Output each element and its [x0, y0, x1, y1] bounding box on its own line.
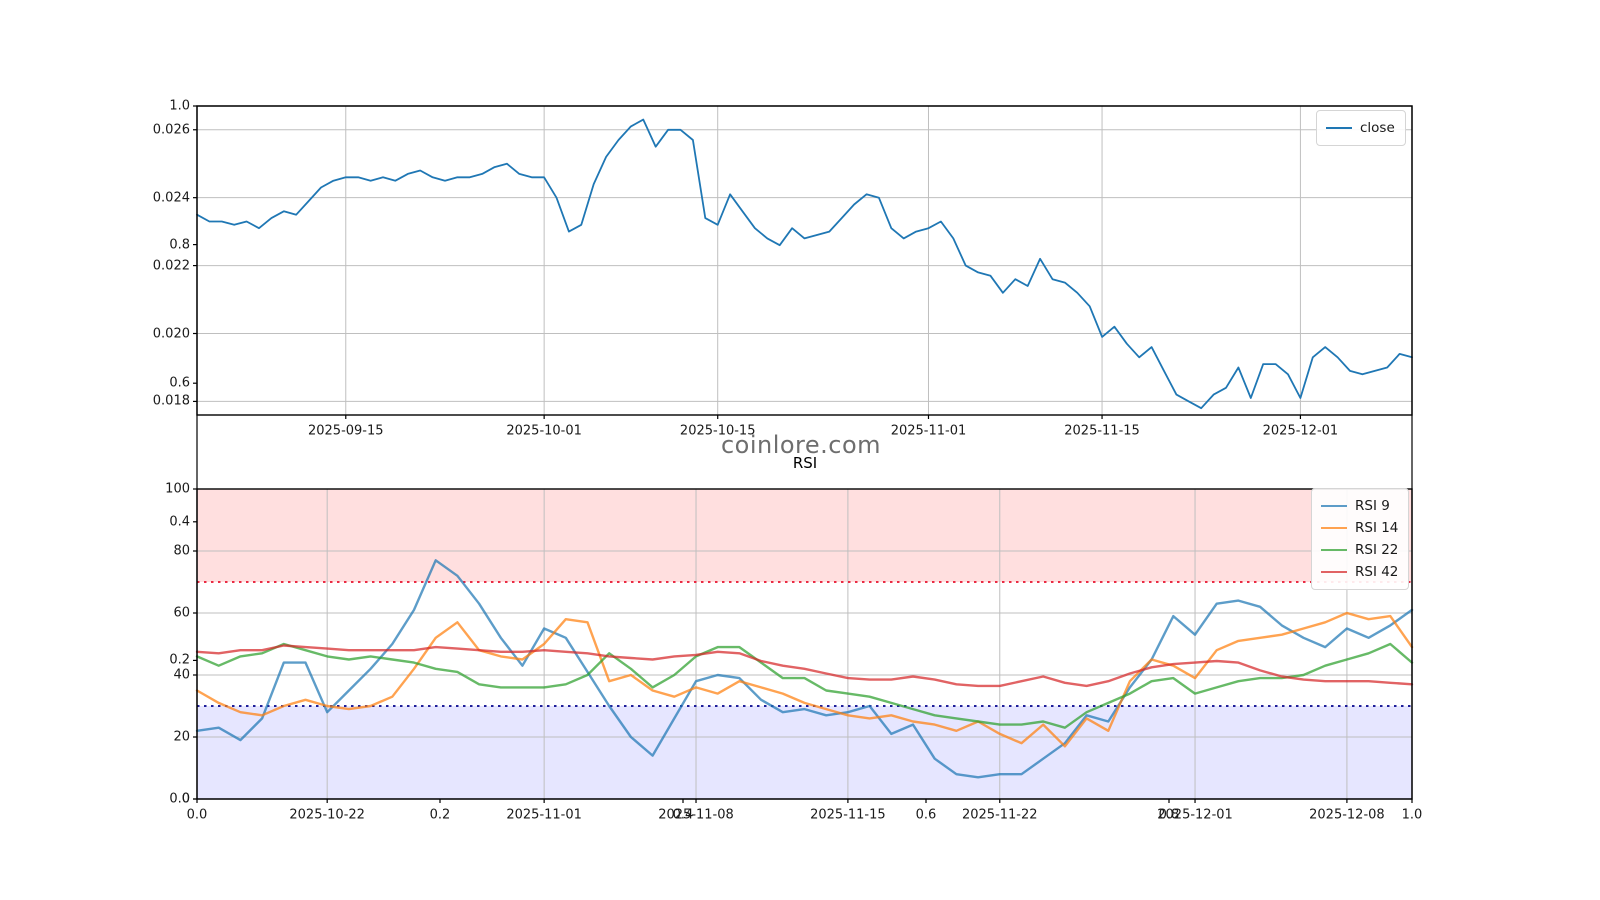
legend-rsi: RSI 9 RSI 14 RSI 22 RSI 42 — [1311, 488, 1410, 590]
legend-label: RSI 9 — [1355, 498, 1390, 514]
tick-label: 2025-12-01 — [1157, 807, 1233, 823]
rsi42-line-sample-icon — [1321, 571, 1347, 573]
rsi14-line-sample-icon — [1321, 527, 1347, 529]
tick-label: 0.4 — [169, 514, 190, 530]
tick-label: 2025-09-15 — [307, 423, 384, 439]
tick-label: 0.0 — [186, 807, 208, 823]
rsi-chart-title: RSI — [792, 454, 818, 472]
tick-label: 80 — [173, 543, 190, 559]
legend-label: RSI 42 — [1355, 564, 1399, 580]
tick-label: 0.2 — [429, 807, 451, 823]
tick-label: 60 — [173, 605, 190, 621]
tick-label: 0.022 — [152, 258, 190, 274]
tick-label: 2025-11-01 — [506, 807, 582, 823]
watermark: coinlore.com — [720, 431, 882, 459]
tick-label: 40 — [173, 667, 190, 683]
tick-label: 0.020 — [152, 326, 190, 341]
tick-label: 2025-12-01 — [1262, 423, 1339, 439]
legend-entry-close: close — [1326, 117, 1395, 139]
tick-label: 0.018 — [152, 393, 190, 409]
legend-entry-rsi14: RSI 14 — [1321, 517, 1398, 539]
tick-label: 2025-11-15 — [1064, 423, 1140, 439]
close-line-sample-icon — [1326, 127, 1352, 129]
tick-label: 1.0 — [169, 98, 190, 114]
rsi22-line-sample-icon — [1321, 549, 1347, 551]
tick-label: 0.2 — [169, 652, 190, 668]
tick-label: 20 — [173, 729, 190, 745]
tick-label: 2025-11-15 — [810, 807, 886, 823]
legend-label: RSI 22 — [1355, 542, 1399, 558]
tick-label: 0 — [181, 791, 190, 807]
tick-label: 2025-12-08 — [1309, 807, 1385, 823]
tick-label: 0.6 — [169, 375, 190, 391]
legend-close: close — [1316, 110, 1406, 146]
legend-label: RSI 14 — [1355, 520, 1399, 536]
tick-label: 2025-11-22 — [961, 807, 1038, 823]
legend-entry-rsi42: RSI 42 — [1321, 561, 1398, 583]
tick-label: 0.8 — [1158, 807, 1180, 823]
tick-label: 1.0 — [1401, 807, 1423, 823]
tick-label: 2025-10-22 — [289, 807, 365, 823]
tick-label: 0.6 — [915, 807, 937, 823]
tick-label: 0.0 — [169, 791, 190, 807]
legend-entry-rsi22: RSI 22 — [1321, 539, 1398, 561]
tick-label: 2025-11-08 — [658, 807, 734, 823]
legend-label: close — [1360, 120, 1395, 136]
tick-label: 0.024 — [152, 190, 190, 206]
tick-label: 0.8 — [169, 237, 190, 253]
tick-label: 100 — [165, 481, 190, 497]
tick-label: 2025-11-01 — [890, 423, 967, 439]
tick-label: 0.4 — [672, 807, 694, 823]
tick-label: 2025-10-15 — [679, 423, 756, 439]
legend-entry-rsi9: RSI 9 — [1321, 495, 1398, 517]
tick-label: 2025-10-01 — [506, 423, 582, 439]
tick-label: 0.026 — [152, 122, 190, 138]
rsi9-line-sample-icon — [1321, 505, 1347, 507]
